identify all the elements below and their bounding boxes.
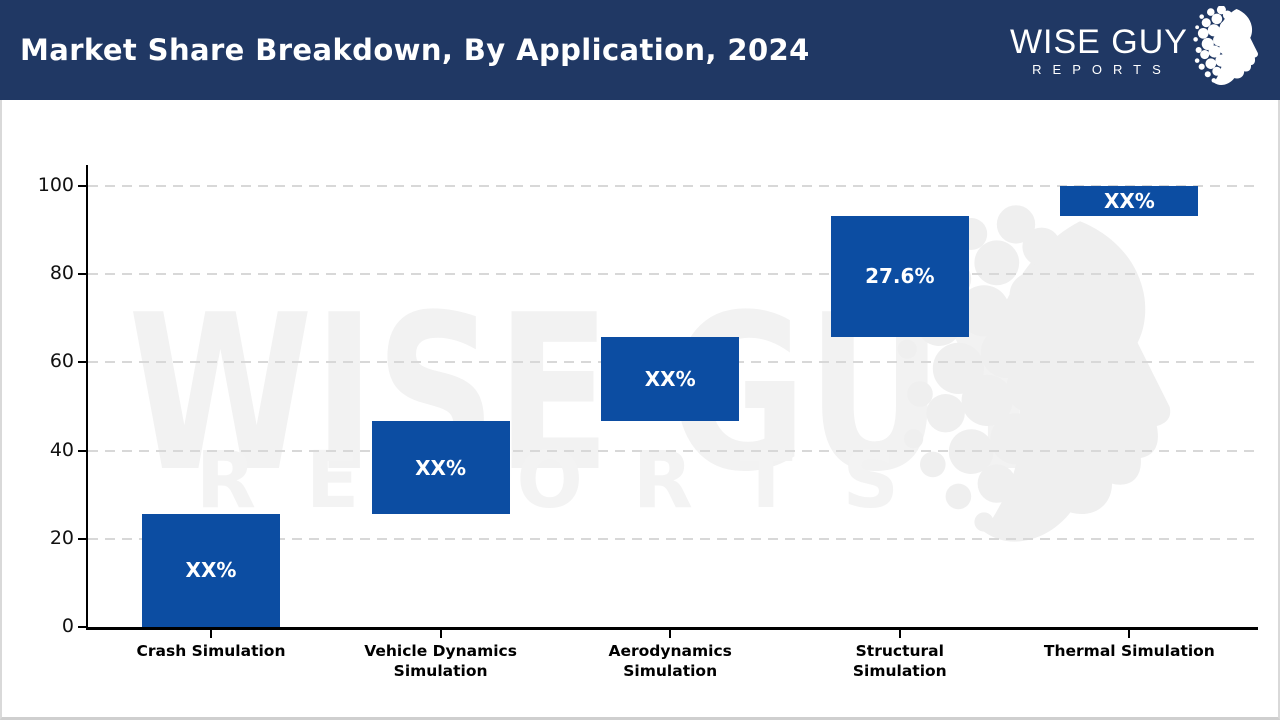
bar-segment: 27.6% xyxy=(830,215,969,338)
bar-value-label: XX% xyxy=(185,558,237,583)
category-label: Thermal Simulation xyxy=(1009,641,1249,661)
category-label: Aerodynamics Simulation xyxy=(550,641,790,681)
y-tick-label-0: 0 xyxy=(61,615,74,637)
category-label-line: Structural xyxy=(855,642,944,660)
brand-head-icon xyxy=(1193,6,1258,85)
x-tick-1 xyxy=(439,630,442,638)
x-tick-3 xyxy=(898,630,901,638)
y-tick-80 xyxy=(78,273,86,276)
y-tick-label-60: 60 xyxy=(49,350,74,373)
bar-segment: XX% xyxy=(1060,186,1199,216)
y-tick-20 xyxy=(78,537,86,540)
brand-reports-text: REPORTS xyxy=(1032,61,1172,77)
category-label-line: Simulation xyxy=(393,662,488,680)
y-tick-label-100: 100 xyxy=(37,174,74,196)
category-label-line: Aerodynamics xyxy=(608,642,732,660)
y-tick-label-80: 80 xyxy=(49,262,74,285)
x-tick-4 xyxy=(1128,630,1131,638)
watermark-head-logo xyxy=(897,205,1171,542)
header-bar: Market Share Breakdown, By Application, … xyxy=(0,0,1280,100)
bar-segment: XX% xyxy=(371,421,510,514)
category-label: Vehicle Dynamics Simulation xyxy=(321,641,561,681)
y-tick-label-20: 20 xyxy=(49,526,74,549)
gridline-100 xyxy=(88,185,1258,187)
category-label-line: Crash Simulation xyxy=(136,642,286,660)
brand-logo: WISE GUY REPORTS xyxy=(1010,6,1280,94)
bar-value-label: XX% xyxy=(644,367,696,392)
y-tick-0 xyxy=(78,626,86,628)
category-label-line: Simulation xyxy=(623,662,718,680)
bar-value-label: XX% xyxy=(1103,188,1155,213)
category-label: Structural Simulation xyxy=(780,641,1020,681)
bar-segment: XX% xyxy=(142,513,280,627)
y-tick-60 xyxy=(78,361,86,364)
x-axis-line xyxy=(86,627,1258,630)
gridline-40 xyxy=(88,449,1258,452)
gridline-80 xyxy=(88,273,1258,276)
y-tick-label-40: 40 xyxy=(49,438,74,461)
gridline-20 xyxy=(88,537,1258,540)
bar-value-label: 27.6% xyxy=(865,264,935,289)
brand-wordmark: WISE GUY xyxy=(1009,22,1188,61)
bar-value-label: XX% xyxy=(415,455,467,480)
page-title: Market Share Breakdown, By Application, … xyxy=(20,33,810,67)
bar-segment: XX% xyxy=(601,337,740,422)
category-label-line: Simulation xyxy=(852,662,947,680)
y-tick-40 xyxy=(78,449,86,452)
y-axis-line xyxy=(86,165,88,630)
brand-logo-text: WISE GUY REPORTS xyxy=(1010,25,1188,76)
category-label: Crash Simulation xyxy=(91,641,331,661)
x-tick-0 xyxy=(210,630,212,638)
category-label-line: Vehicle Dynamics xyxy=(364,642,517,660)
category-label-line: Thermal Simulation xyxy=(1043,642,1215,660)
watermark-reports-text: REPORTS xyxy=(196,436,949,526)
x-tick-2 xyxy=(669,630,672,638)
y-tick-100 xyxy=(78,185,86,187)
